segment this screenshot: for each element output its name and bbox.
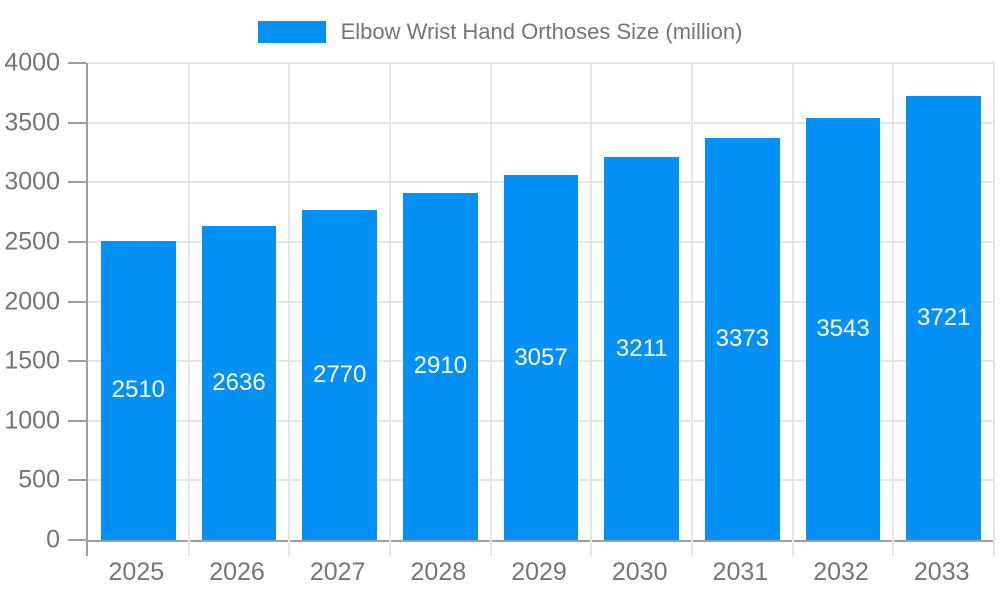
bar-value-label: 3057 xyxy=(514,343,568,371)
h-gridline xyxy=(88,62,994,64)
x-axis-label: 2026 xyxy=(209,558,265,586)
y-tick xyxy=(68,300,86,303)
y-tick-label: 4000 xyxy=(4,48,60,77)
y-tick xyxy=(68,360,86,363)
bar[interactable]: 2510 xyxy=(101,240,176,540)
y-tick xyxy=(68,62,86,64)
y-tick xyxy=(68,479,86,482)
bars-layer: 2510 2636 2770 2910 3057 3211 3373 3543 3721 xyxy=(88,63,994,540)
x-axis-label: 2033 xyxy=(913,558,970,586)
bar-value-label: 3721 xyxy=(917,304,971,332)
bar[interactable]: 3373 xyxy=(705,137,780,540)
y-tick xyxy=(68,419,86,422)
x-axis-label: 2027 xyxy=(309,558,366,586)
plot-area: 2510 2636 2770 2910 3057 3211 3373 3543 3721 xyxy=(68,62,995,556)
bar-value-label: 2636 xyxy=(212,368,266,396)
x-axis-label: 2028 xyxy=(410,558,467,586)
bar-value-label: 2910 xyxy=(413,352,468,380)
y-tick-label: 0 xyxy=(46,525,60,554)
v-gridline xyxy=(892,63,895,556)
bar-column: 3373 xyxy=(692,63,793,540)
bar-value-label: 2510 xyxy=(111,376,166,404)
bar[interactable]: 2910 xyxy=(403,192,478,540)
x-axis-label: 2029 xyxy=(511,558,567,586)
bar[interactable]: 2636 xyxy=(201,225,277,540)
legend-swatch xyxy=(257,21,326,43)
v-gridline xyxy=(791,63,794,556)
x-axis-labels: 2025 2026 2027 2028 2029 2030 2031 2032 2033 xyxy=(86,552,992,592)
bar-value-label: 3373 xyxy=(715,324,770,352)
y-tick xyxy=(68,539,86,541)
y-tick-label: 2000 xyxy=(4,287,60,315)
bar-column: 3057 xyxy=(491,63,592,540)
v-gridline xyxy=(388,63,391,556)
bar-value-label: 2770 xyxy=(312,360,367,388)
bar-value-label: 3543 xyxy=(816,314,870,342)
y-tick-label: 3000 xyxy=(4,167,60,196)
legend[interactable]: Elbow Wrist Hand Orthoses Size (million) xyxy=(0,20,1000,44)
bar[interactable]: 3543 xyxy=(805,117,881,540)
y-axis-tick-extension xyxy=(86,540,88,556)
v-gridline xyxy=(690,63,693,556)
x-axis-label: 2030 xyxy=(611,558,668,586)
x-axis-label: 2025 xyxy=(108,558,165,586)
v-gridline xyxy=(993,63,995,556)
x-axis-label: 2032 xyxy=(813,558,869,586)
y-tick xyxy=(68,240,86,243)
bar-column: 2636 xyxy=(189,63,290,540)
bar-column: 3211 xyxy=(591,63,692,540)
y-tick xyxy=(68,121,86,124)
h-gridline xyxy=(88,121,994,124)
v-gridline xyxy=(288,63,291,556)
bar-value-label: 3211 xyxy=(615,334,668,362)
bar-column: 3543 xyxy=(793,63,894,540)
bar[interactable]: 2770 xyxy=(302,209,377,540)
bar[interactable]: 3211 xyxy=(604,157,679,540)
bar-column: 3721 xyxy=(893,63,994,540)
bar-column: 2910 xyxy=(390,63,491,540)
y-tick-label: 500 xyxy=(18,465,60,494)
y-axis-labels: 0 500 1000 1500 2000 2500 3000 3500 4000 xyxy=(0,50,60,552)
bar[interactable]: 3721 xyxy=(906,96,981,540)
v-gridline xyxy=(187,63,190,556)
bar-column: 2510 xyxy=(88,63,189,540)
bar[interactable]: 3057 xyxy=(503,175,579,540)
y-tick-label: 1000 xyxy=(4,406,60,435)
y-tick-label: 2500 xyxy=(4,227,60,256)
legend-label: Elbow Wrist Hand Orthoses Size (million) xyxy=(340,19,743,44)
v-gridline xyxy=(590,63,593,556)
y-tick-label: 3500 xyxy=(4,108,60,137)
y-tick-label: 1500 xyxy=(4,346,60,375)
v-gridline xyxy=(489,63,492,556)
bar-column: 2770 xyxy=(289,63,390,540)
x-axis-label: 2031 xyxy=(712,558,769,586)
y-tick xyxy=(68,181,86,184)
